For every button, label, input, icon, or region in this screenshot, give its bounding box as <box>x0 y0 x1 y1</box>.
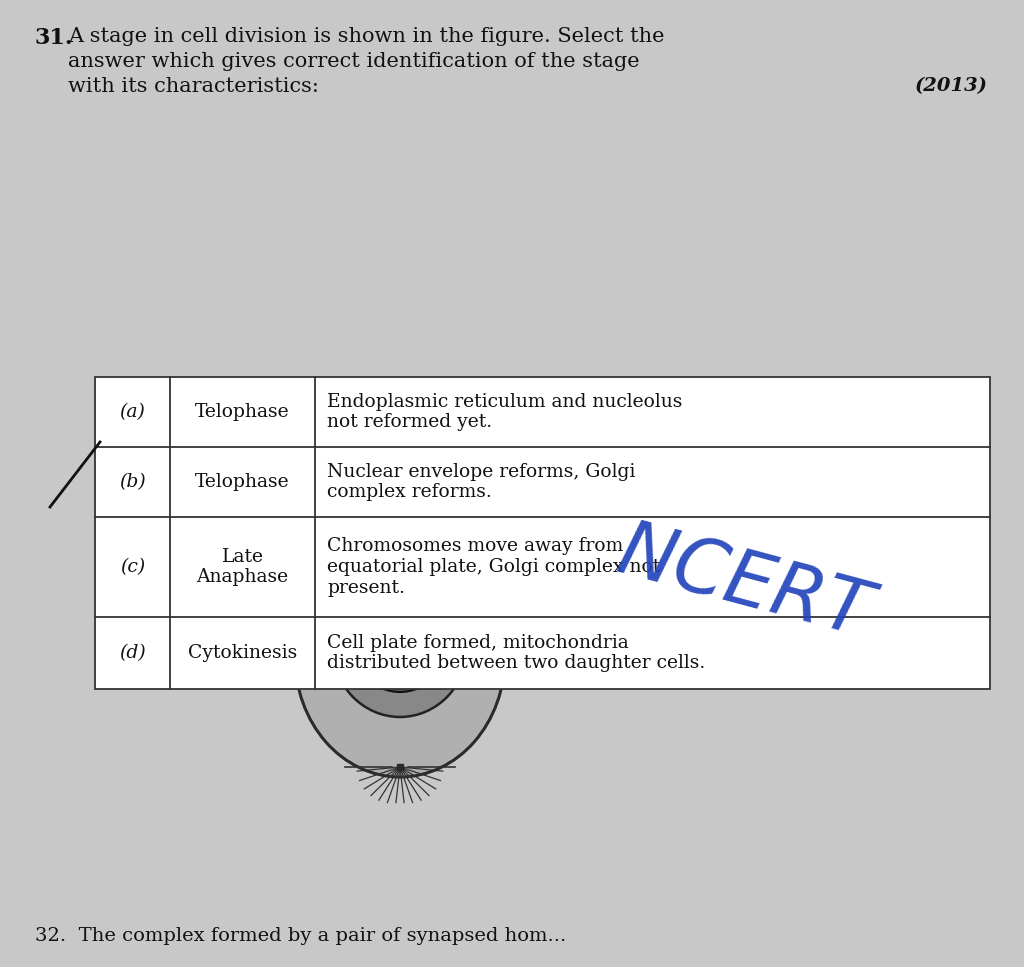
Text: (d): (d) <box>119 644 145 662</box>
Text: (2013): (2013) <box>915 77 988 95</box>
Text: Late
Anaphase: Late Anaphase <box>197 547 289 586</box>
Text: Nuclear envelope reforms, Golgi
complex reforms.: Nuclear envelope reforms, Golgi complex … <box>327 462 635 502</box>
Text: (a): (a) <box>120 403 145 421</box>
Ellipse shape <box>295 537 505 777</box>
Text: A stage in cell division is shown in the figure. Select the: A stage in cell division is shown in the… <box>68 27 665 46</box>
Text: NCERT: NCERT <box>610 514 879 653</box>
Text: answer which gives correct identification of the stage: answer which gives correct identificatio… <box>68 52 640 71</box>
Text: (c): (c) <box>120 558 145 576</box>
Ellipse shape <box>332 471 468 599</box>
Ellipse shape <box>352 592 449 692</box>
Text: Telophase: Telophase <box>196 473 290 491</box>
Text: (b): (b) <box>119 473 145 491</box>
Text: Endoplasmic reticulum and nucleolus
not reformed yet.: Endoplasmic reticulum and nucleolus not … <box>327 393 682 431</box>
Text: Cytokinesis: Cytokinesis <box>187 644 297 662</box>
Text: with its characteristics:: with its characteristics: <box>68 77 318 96</box>
Ellipse shape <box>383 635 408 655</box>
Ellipse shape <box>356 489 444 577</box>
Ellipse shape <box>332 573 468 717</box>
Text: Cell plate formed, mitochondria
distributed between two daughter cells.: Cell plate formed, mitochondria distribu… <box>327 633 706 672</box>
Ellipse shape <box>385 528 407 546</box>
Text: 31.: 31. <box>35 27 74 49</box>
Ellipse shape <box>295 407 505 647</box>
Bar <box>95 377 990 689</box>
Text: 32.  The complex formed by a pair of synapsed hom...: 32. The complex formed by a pair of syna… <box>35 927 566 945</box>
Text: Chromosomes move away from
equatorial plate, Golgi complex not
present.: Chromosomes move away from equatorial pl… <box>327 538 660 597</box>
Text: Telophase: Telophase <box>196 403 290 421</box>
